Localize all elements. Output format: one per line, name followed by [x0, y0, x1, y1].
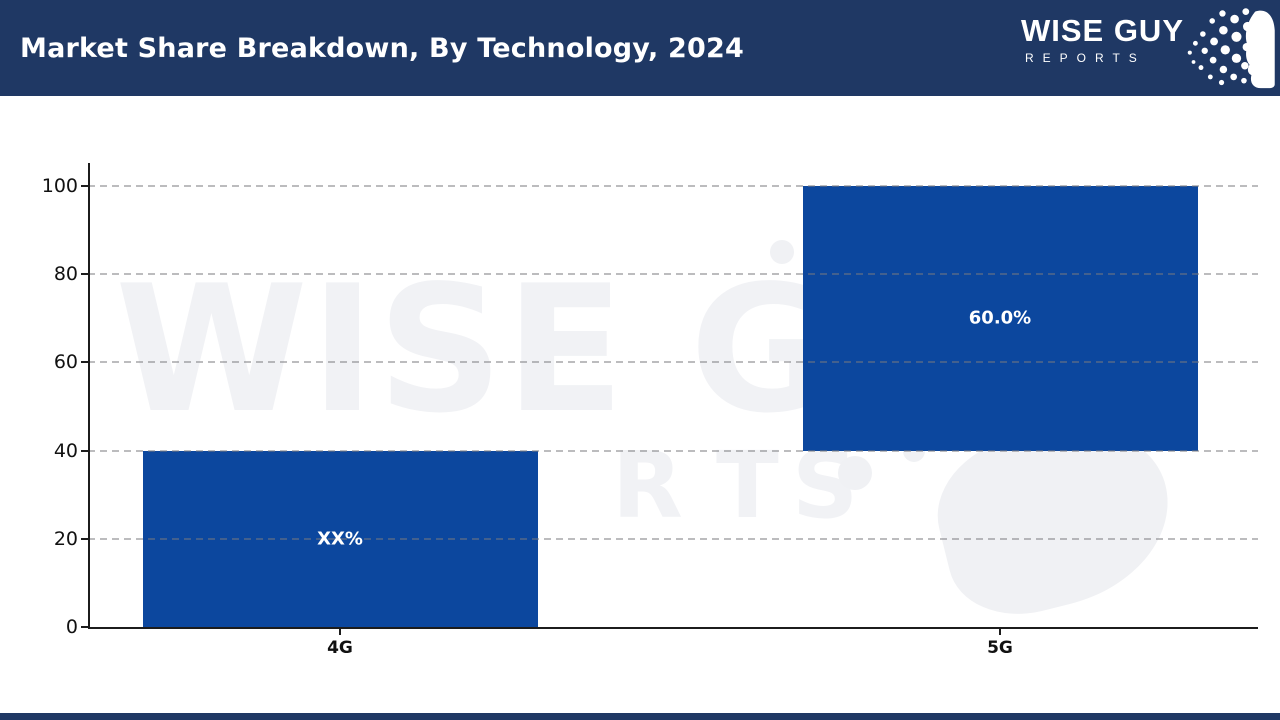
x-axis-line — [88, 627, 1258, 629]
gridline-20 — [88, 537, 1258, 540]
brand-face-icon — [1187, 8, 1275, 89]
y-tick-label-20: 20 — [53, 527, 78, 550]
gridline-40 — [88, 449, 1258, 452]
page-title: Market Share Breakdown, By Technology, 2… — [20, 32, 745, 64]
y-axis-line — [88, 163, 90, 629]
gridline-80 — [88, 273, 1258, 276]
y-tick-label-80: 80 — [53, 263, 78, 286]
y-tick-label-100: 100 — [41, 175, 78, 197]
bar-5G — [802, 186, 1198, 451]
x-tick-label-4G: 4G — [327, 638, 353, 658]
y-tick-60 — [81, 361, 88, 364]
y-tick-40 — [81, 449, 88, 452]
footer-bar — [0, 713, 1280, 720]
watermark-letter-R: R — [612, 432, 683, 539]
y-tick-20 — [81, 537, 88, 540]
bar-label-4G: XX% — [317, 528, 363, 550]
y-tick-label-40: 40 — [53, 439, 78, 462]
y-tick-label-60: 60 — [53, 351, 78, 374]
brand-logo: WISE GUY REPORTS — [1020, 13, 1184, 66]
y-tick-100 — [81, 185, 88, 187]
watermark-letter-T: T — [716, 432, 779, 539]
bar-label-5G: 60.0% — [968, 307, 1032, 329]
gridline-100 — [88, 185, 1258, 187]
x-tick-label-5G: 5G — [987, 638, 1013, 658]
y-tick-0 — [81, 626, 88, 628]
x-tick-4G — [339, 629, 341, 635]
brand-name: WISE GUY — [1020, 13, 1184, 48]
y-tick-label-0: 0 — [65, 616, 78, 638]
watermark-dot — [838, 456, 872, 490]
y-tick-80 — [81, 273, 88, 276]
x-tick-5G — [999, 629, 1001, 635]
brand-subtitle: REPORTS — [1024, 51, 1146, 65]
header-bar: Market Share Breakdown, By Technology, 2… — [0, 0, 1280, 96]
watermark-dot — [770, 240, 794, 264]
gridline-60 — [88, 361, 1258, 364]
